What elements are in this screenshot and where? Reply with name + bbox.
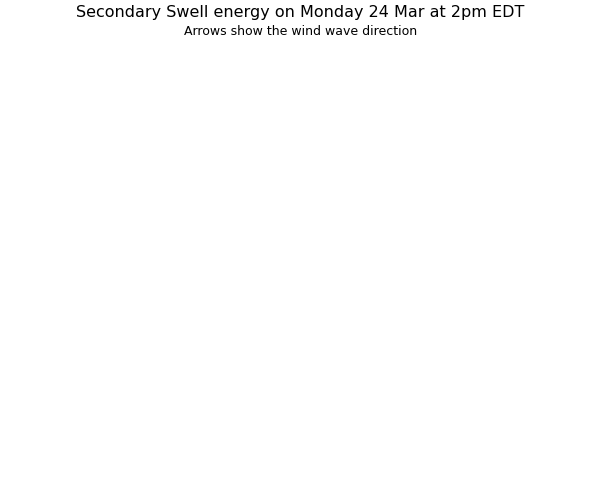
Text: Arrows show the wind wave direction: Arrows show the wind wave direction	[184, 25, 417, 38]
Text: Secondary Swell energy on Monday 24 Mar at 2pm EDT: Secondary Swell energy on Monday 24 Mar …	[76, 4, 525, 20]
Text: Cartopy required: Cartopy required	[242, 257, 359, 271]
